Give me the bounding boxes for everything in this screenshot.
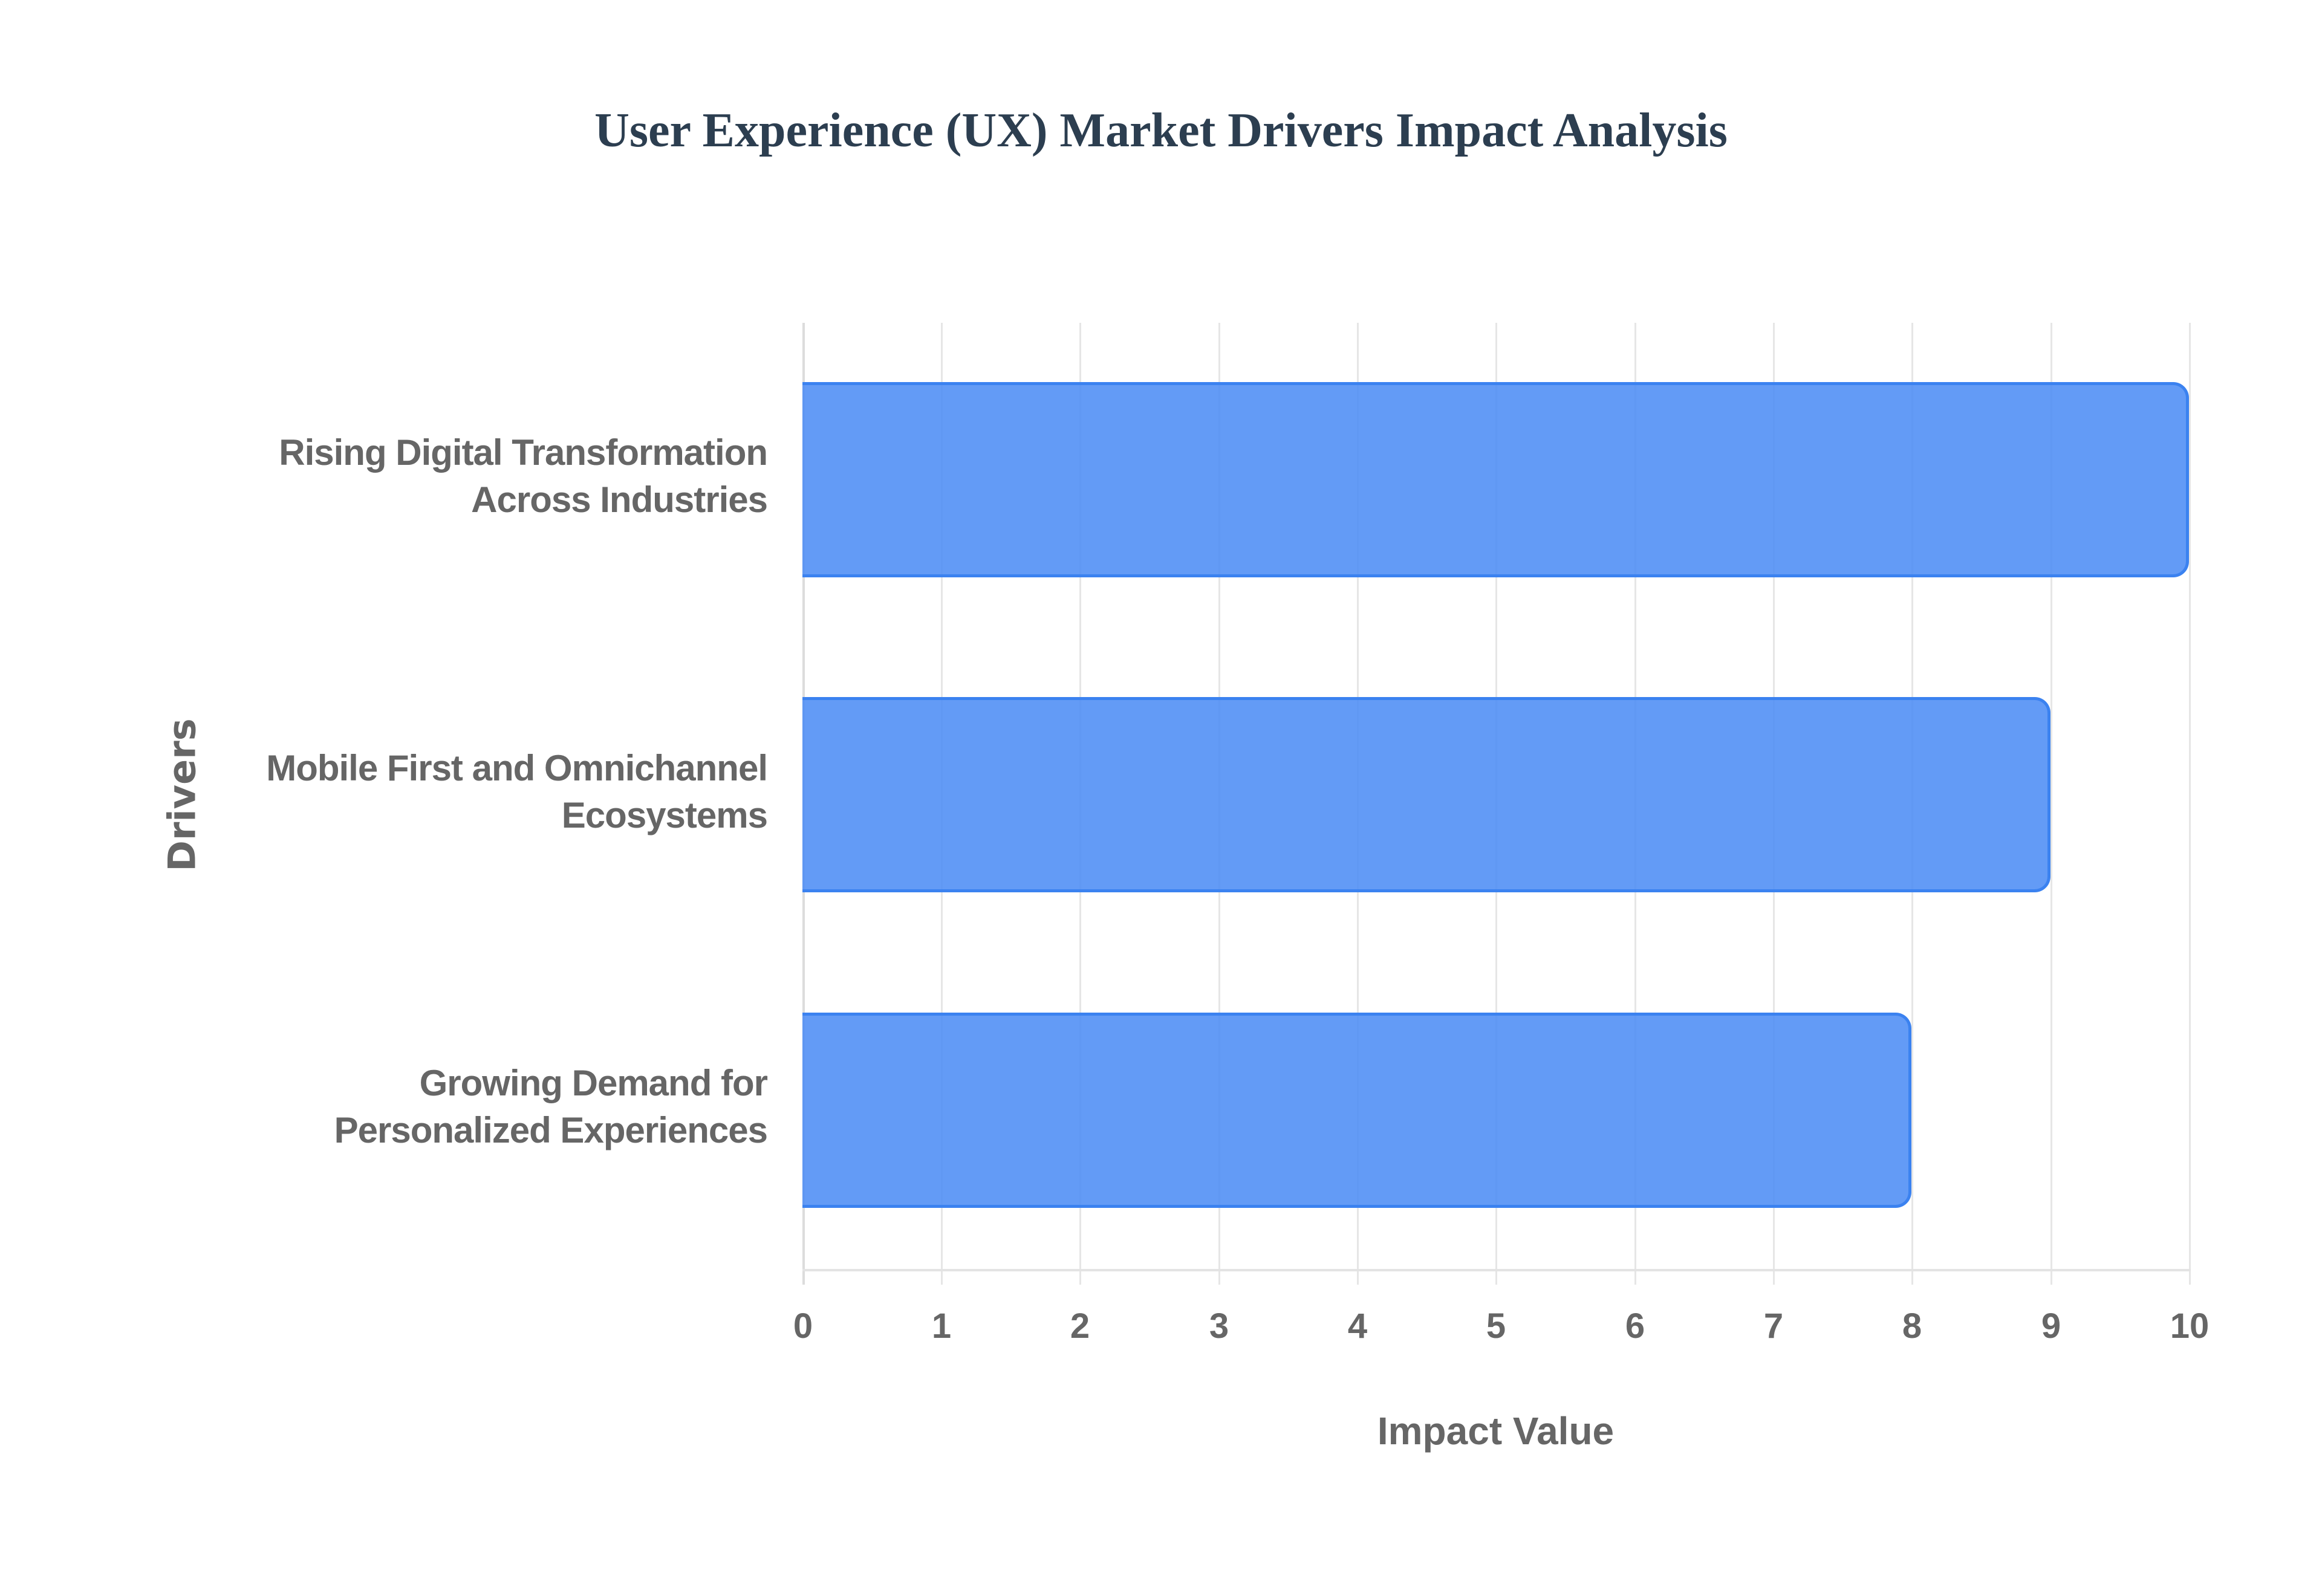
- category-label-line: Mobile First and Omnichannel: [266, 748, 768, 788]
- x-axis-line: [802, 1269, 2191, 1271]
- x-tick-9: 9: [2041, 1306, 2061, 1346]
- x-tick-0: 0: [793, 1306, 813, 1346]
- x-tick-5: 5: [1486, 1306, 1506, 1346]
- x-tick-3: 3: [1209, 1306, 1229, 1346]
- x-tick-8: 8: [1902, 1306, 1922, 1346]
- x-tick-10: 10: [2170, 1306, 2210, 1346]
- bar-mobile-first-omnichannel[interactable]: [802, 697, 2050, 892]
- category-label-line: Personalized Experiences: [334, 1110, 768, 1150]
- x-tick-6: 6: [1625, 1306, 1645, 1346]
- gridline-10: [2189, 323, 2191, 1285]
- category-label-personalized-experiences: Growing Demand for Personalized Experien…: [102, 1060, 768, 1154]
- plot-area: [802, 323, 2191, 1285]
- category-label-line: Rising Digital Transformation: [279, 432, 768, 473]
- x-tick-4: 4: [1347, 1306, 1368, 1346]
- x-tick-7: 7: [1763, 1306, 1784, 1346]
- gridline-9: [2050, 323, 2052, 1285]
- x-axis-title: Impact Value: [1377, 1409, 1615, 1453]
- bar-rising-digital-transformation[interactable]: [802, 382, 2189, 577]
- category-label-mobile-first-omnichannel: Mobile First and Omnichannel Ecosystems: [102, 745, 768, 839]
- chart-title: User Experience (UX) Market Drivers Impa…: [594, 104, 1728, 157]
- category-label-line: Growing Demand for: [419, 1063, 768, 1103]
- category-label-line: Across Industries: [471, 479, 768, 520]
- bar-personalized-experiences[interactable]: [802, 1013, 1912, 1208]
- x-tick-2: 2: [1070, 1306, 1090, 1346]
- category-label-rising-digital-transformation: Rising Digital Transformation Across Ind…: [102, 429, 768, 524]
- category-label-line: Ecosystems: [561, 795, 768, 835]
- x-tick-1: 1: [931, 1306, 952, 1346]
